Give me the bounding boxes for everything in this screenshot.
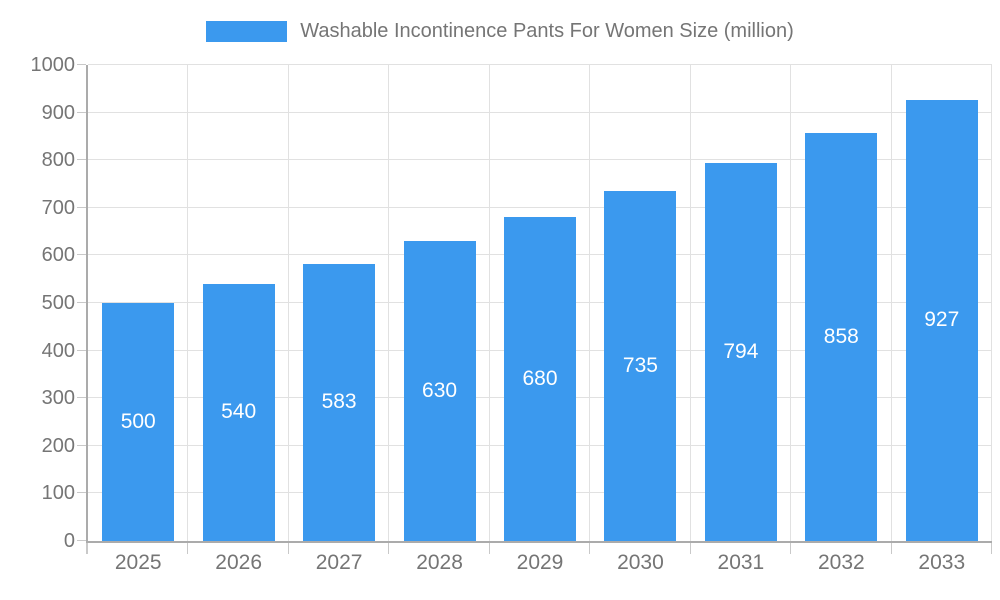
y-axis-tick [77, 492, 86, 494]
bar-value-label: 500 [120, 410, 156, 433]
y-axis-tick-label: 0 [63, 530, 75, 552]
bar-value-label: 858 [823, 324, 859, 348]
bar-value-label: 540 [221, 400, 257, 424]
h-gridline [88, 64, 992, 65]
v-gridline [689, 65, 691, 541]
bar-value-label: 680 [522, 367, 558, 391]
y-axis-tick [77, 111, 86, 113]
y-axis-tick-label: 100 [41, 482, 75, 505]
y-axis-tick-label: 800 [41, 149, 75, 172]
y-axis-tick-label: 200 [41, 434, 75, 457]
bar-value-label: 583 [321, 390, 357, 414]
bar-2027[interactable]: 583 [303, 263, 376, 541]
x-axis-tick-label: 2028 [416, 551, 463, 574]
y-axis-tick-label: 900 [41, 101, 75, 124]
x-axis-tick [689, 543, 691, 554]
x-axis-tick [991, 543, 992, 554]
y-axis-tick [77, 64, 86, 65]
h-gridline [88, 111, 992, 113]
bar-value-label: 794 [723, 340, 759, 364]
x-axis-tick-label: 2027 [315, 551, 363, 574]
v-gridline [488, 65, 490, 541]
h-gridline [88, 206, 992, 208]
legend[interactable]: Washable Incontinence Pants For Women Si… [0, 20, 1000, 43]
y-axis-tick-label: 600 [41, 244, 75, 267]
bar-2029[interactable]: 680 [504, 217, 576, 541]
x-axis-tick-label: 2033 [918, 551, 966, 574]
y-axis-tick-label: 700 [41, 196, 75, 219]
v-gridline [187, 65, 189, 541]
bar-2030[interactable]: 735 [604, 191, 677, 541]
bar-value-label: 735 [622, 354, 658, 378]
legend-swatch [206, 21, 288, 42]
x-axis-tick-label: 2032 [817, 551, 865, 574]
y-axis-tick-label: 500 [41, 292, 75, 314]
bar-2032[interactable]: 858 [805, 132, 878, 541]
y-axis-tick [77, 206, 86, 208]
v-gridline [890, 65, 892, 541]
x-axis-tick [890, 543, 892, 554]
v-gridline [991, 65, 992, 541]
y-axis-tick-label: 400 [41, 339, 75, 362]
x-axis-tick-label: 2030 [617, 551, 664, 574]
bar-2031[interactable]: 794 [704, 163, 777, 541]
x-axis-tick-label: 2029 [516, 551, 564, 574]
y-axis-tick-label: 1000 [30, 54, 76, 76]
h-gridline [88, 159, 992, 161]
y-axis-tick [77, 302, 86, 303]
x-axis-tick [388, 543, 390, 554]
v-gridline [388, 65, 390, 541]
bar-2033[interactable]: 927 [905, 99, 978, 541]
bar-value-label: 927 [924, 308, 960, 332]
y-axis-tick [77, 444, 86, 446]
x-axis-tick [488, 543, 490, 554]
y-axis-tick [77, 254, 86, 256]
legend-label: Washable Incontinence Pants For Women Si… [300, 20, 794, 42]
y-axis-tick [77, 349, 86, 351]
bar-value-label: 630 [422, 379, 458, 403]
x-axis-tick [86, 543, 88, 554]
v-gridline [287, 65, 289, 541]
y-axis-tick [77, 159, 86, 161]
v-gridline [589, 65, 591, 541]
bar-2026[interactable]: 540 [202, 283, 275, 541]
x-axis-tick-label: 2031 [717, 551, 765, 574]
x-axis-tick [287, 543, 289, 554]
x-axis-tick [790, 543, 792, 554]
x-axis-tick-label: 2026 [215, 551, 263, 574]
x-axis-tick [589, 543, 591, 554]
plot-area: 0 100 200 300 400 500 600 700 800 900 1000 500 2025 5… [31, 54, 992, 574]
y-axis-tick [77, 540, 86, 541]
x-axis-tick-label: 2025 [114, 551, 162, 574]
v-gridline [790, 65, 792, 541]
bar-2025[interactable]: 500 [102, 303, 175, 541]
bar-2028[interactable]: 630 [403, 241, 476, 541]
y-axis-tick [77, 397, 86, 399]
y-axis-tick-label: 300 [41, 387, 75, 410]
x-axis-tick [187, 543, 189, 554]
